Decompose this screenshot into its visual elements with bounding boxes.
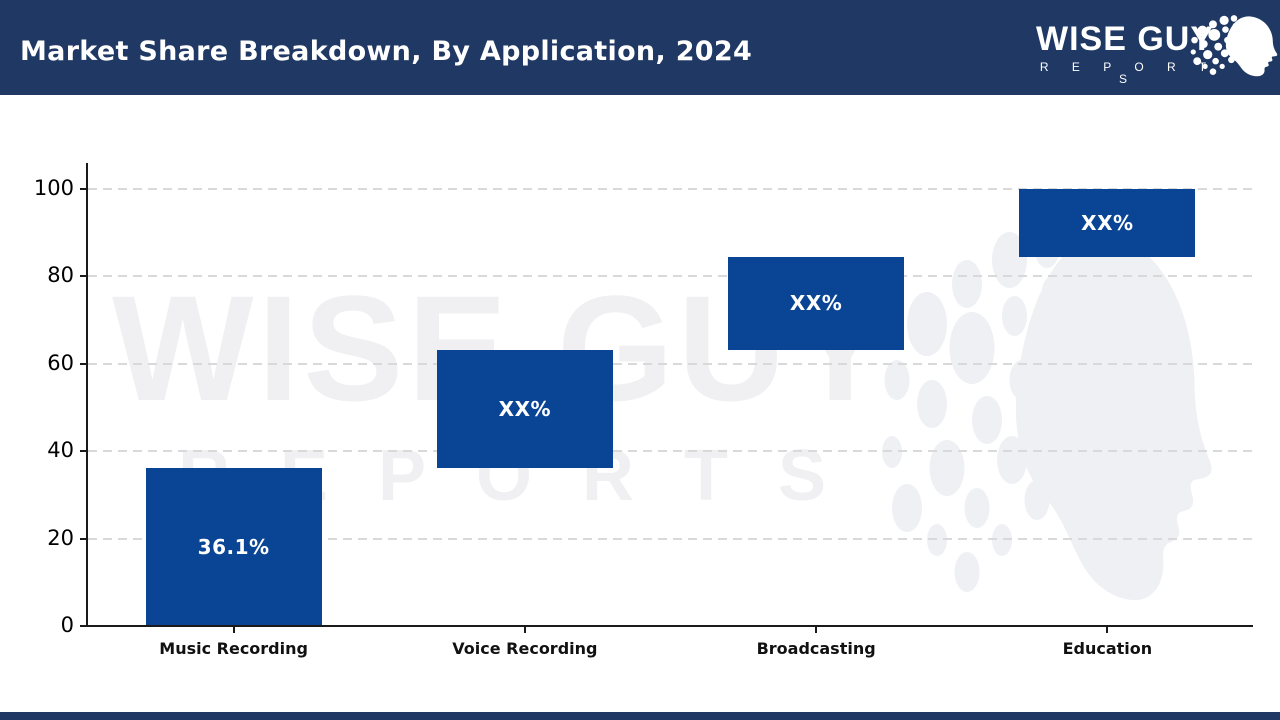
- y-tick-label: 0: [60, 613, 74, 637]
- x-axis-label-voice-recording: Voice Recording: [452, 639, 598, 658]
- gridline-20: [88, 537, 1253, 540]
- gridline-80: [88, 275, 1253, 278]
- logo-wiseguy-label: WISE GUY: [1035, 20, 1215, 58]
- bar-value-label-broadcasting: XX%: [789, 291, 843, 316]
- x-tick-mark: [815, 626, 818, 633]
- y-tick-mark: [80, 188, 88, 190]
- y-tick-mark: [80, 625, 88, 627]
- bar-voice-recording: XX%: [436, 349, 613, 469]
- bar-value-label-voice-recording: XX%: [498, 397, 552, 422]
- bar-music-recording: 36.1%: [145, 468, 322, 626]
- y-tick-label: 80: [47, 263, 74, 288]
- y-tick-label: 60: [47, 350, 74, 375]
- watermark-head-icon: [872, 228, 1222, 628]
- bar-value-label-education: XX%: [1081, 211, 1134, 236]
- y-tick-label: 20: [47, 525, 74, 550]
- y-tick-mark: [80, 537, 88, 540]
- x-tick-mark: [232, 626, 235, 633]
- logo-text: WISE GUY R E P O R T S: [1032, 22, 1218, 85]
- x-axis-label-music-recording: Music Recording: [159, 639, 308, 658]
- bar-value-label-music-recording: 36.1%: [197, 535, 270, 560]
- x-axis-label-broadcasting: Broadcasting: [756, 639, 876, 658]
- gridline-60: [88, 362, 1253, 365]
- bar-education: XX%: [1019, 189, 1196, 258]
- logo-reports-label: R E P O R T S: [1039, 60, 1217, 86]
- x-tick-mark: [1106, 626, 1109, 633]
- footer-bar: [0, 712, 1280, 720]
- x-tick-mark: [523, 626, 526, 633]
- y-tick-mark: [80, 362, 88, 365]
- logo-head-icon: [1188, 4, 1280, 92]
- bar-broadcasting: XX%: [728, 257, 905, 350]
- header-bar: Market Share Breakdown, By Application, …: [0, 0, 1280, 95]
- y-tick-mark: [80, 450, 88, 453]
- x-axis-line: [86, 625, 1253, 627]
- y-tick-label: 100: [33, 176, 74, 200]
- gridline-100: [88, 188, 1253, 190]
- page-title: Market Share Breakdown, By Application, …: [20, 36, 753, 67]
- x-axis-label-education: Education: [1062, 639, 1153, 658]
- y-tick-label: 40: [47, 438, 74, 463]
- y-tick-mark: [80, 275, 88, 278]
- y-axis-line: [86, 163, 88, 627]
- gridline-40: [88, 450, 1253, 453]
